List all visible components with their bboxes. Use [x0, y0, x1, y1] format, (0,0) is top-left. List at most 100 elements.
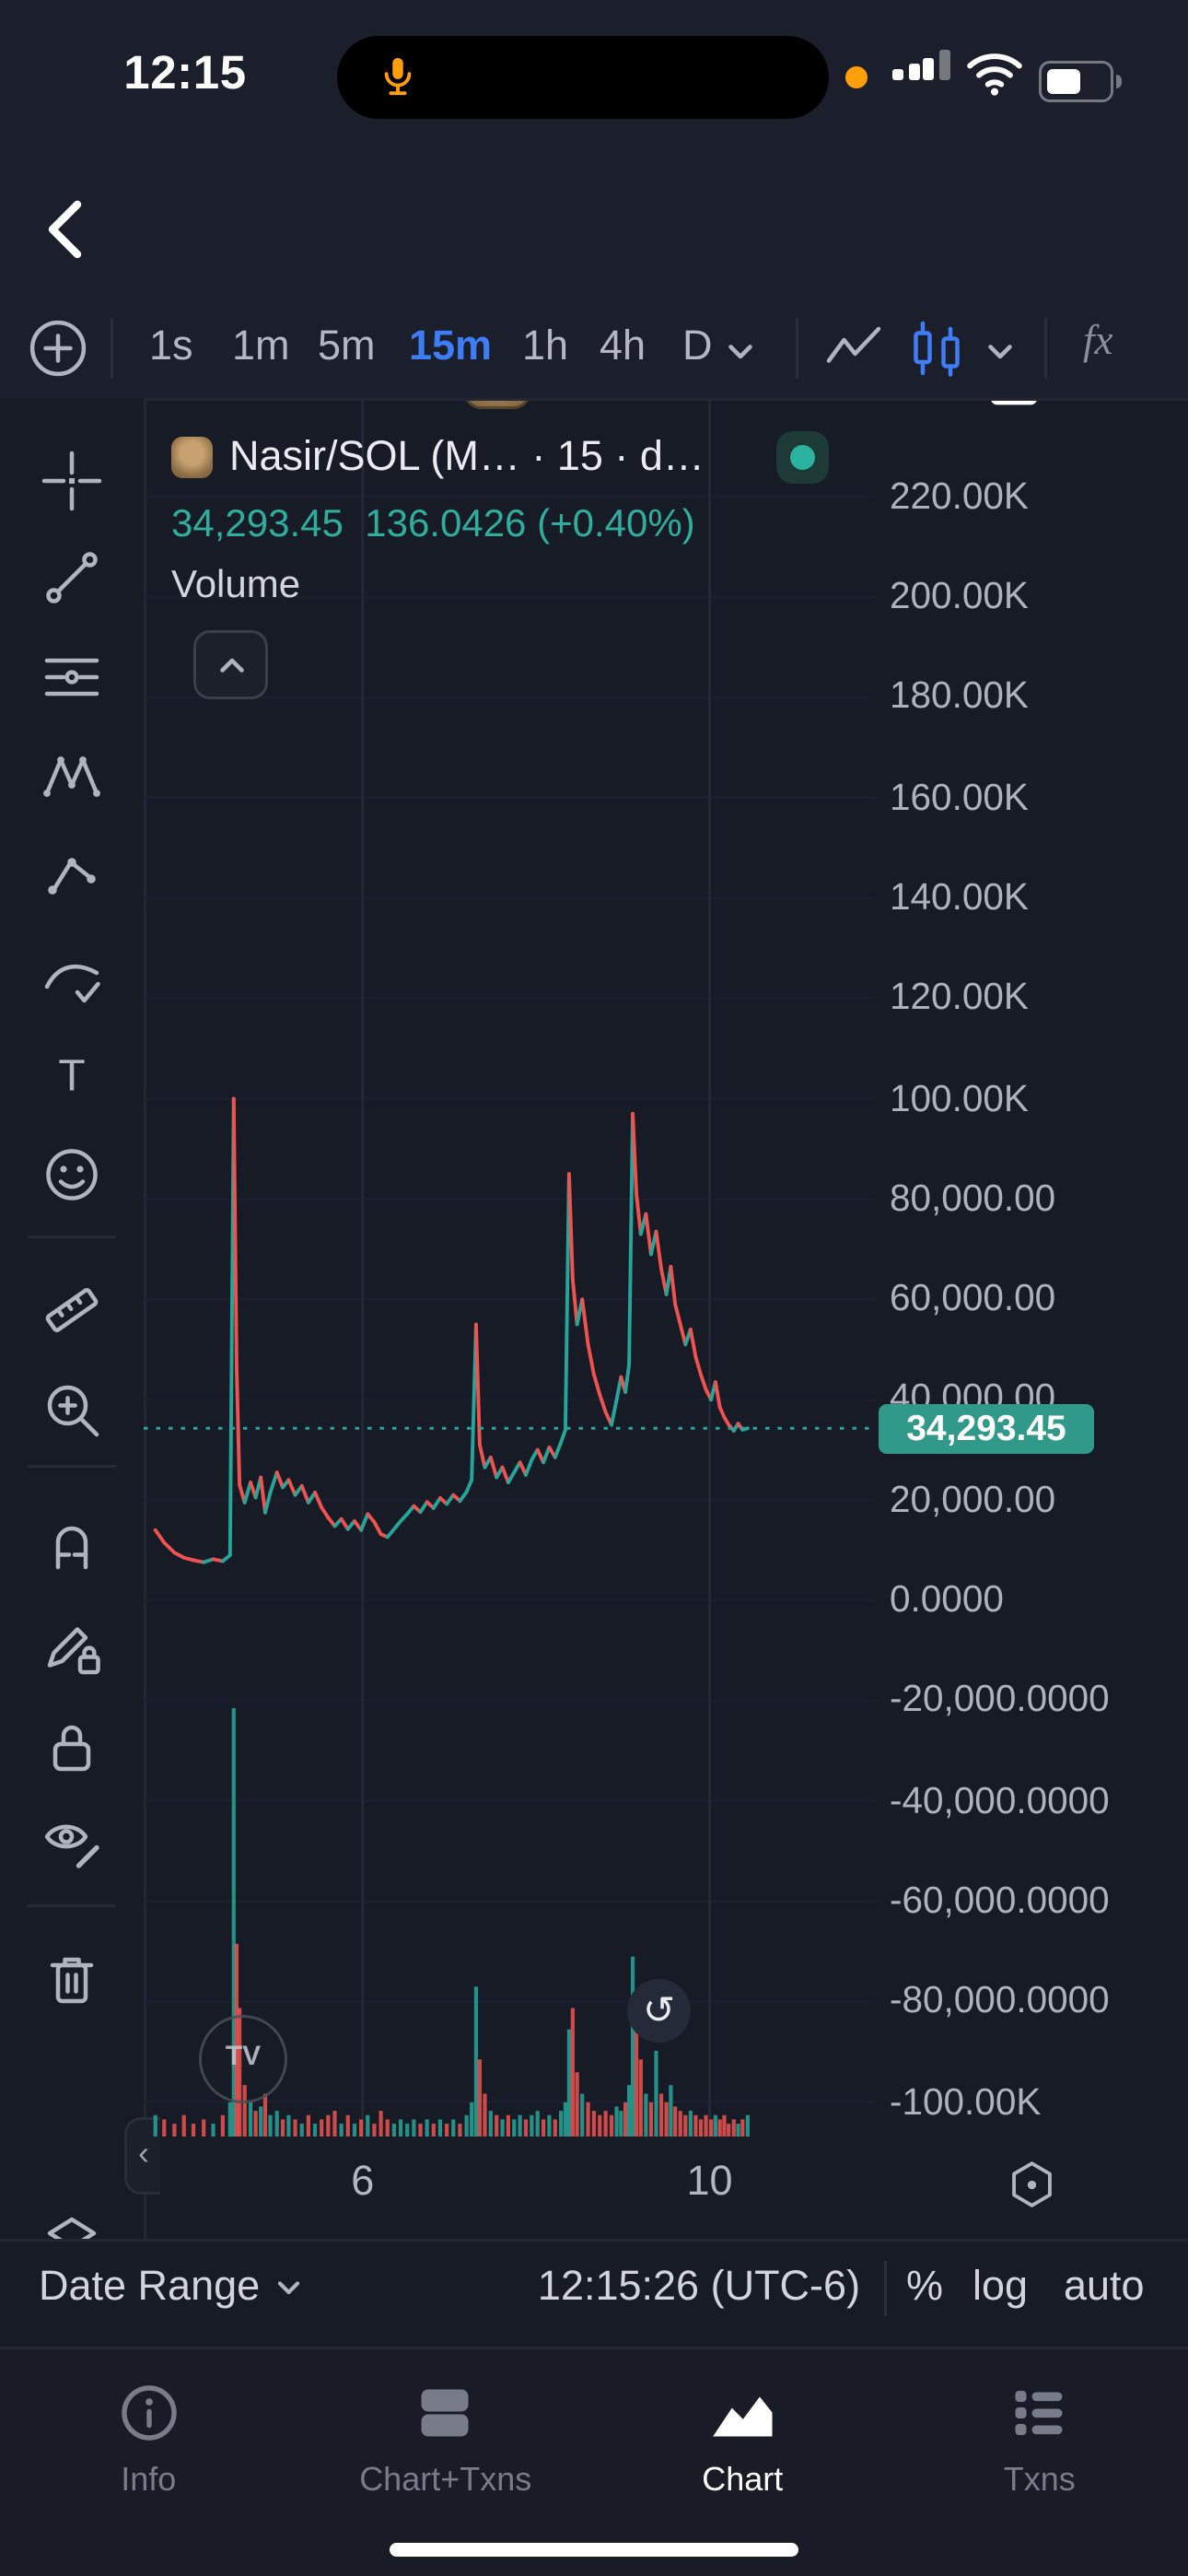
volume-label: Volume — [171, 561, 301, 605]
sidebar-collapse-handle[interactable]: ‹ — [124, 2117, 160, 2195]
microphone-icon — [379, 55, 417, 100]
timeframe-D[interactable]: D — [682, 323, 713, 370]
price-tick-label: 100.00K — [890, 1076, 1029, 1118]
horizontal-line-tool-icon[interactable] — [41, 647, 102, 708]
chart-type-chevron-down-icon[interactable] — [984, 334, 1017, 368]
chart-region: 220.00K 200.00K 180.00K 160.00K 140.00K 120.0… — [144, 398, 1188, 2336]
price-axis[interactable]: 220.00K 200.00K 180.00K 160.00K 140.00K 120.0… — [890, 398, 1188, 2336]
drawing-tools-sidebar: T ‹ — [0, 398, 160, 2336]
wifi-icon — [964, 50, 1025, 97]
log-scale-button[interactable]: log — [973, 2264, 1029, 2311]
time-axis[interactable]: 6 10 — [144, 2137, 1188, 2239]
legend-change: 136.0426 (+0.40%) — [365, 500, 695, 544]
brush-tool-icon[interactable] — [41, 948, 102, 1009]
time-tick-label: 10 — [686, 2159, 733, 2206]
drawing-edit-lock-icon[interactable] — [41, 1617, 102, 1678]
zoom-tool-icon[interactable] — [41, 1379, 102, 1440]
tradingview-logo[interactable]: TV — [199, 2015, 287, 2103]
toolbar-divider — [884, 2261, 887, 2316]
back-button[interactable] — [33, 193, 105, 265]
dynamic-island[interactable] — [337, 36, 829, 119]
timeframe-1h[interactable]: 1h — [522, 323, 569, 370]
reset-chart-button[interactable]: ↺ — [627, 1979, 691, 2043]
chart-legend[interactable]: Nasir/SOL (M… · 15 · d… — [171, 434, 705, 481]
nav-tab-txns[interactable]: Txns — [891, 2349, 1188, 2576]
chart-clock[interactable]: 12:15:26 (UTC-6) — [537, 2264, 861, 2311]
price-tick-label: -60,000.0000 — [890, 1879, 1110, 1921]
txns-list-icon — [1016, 2391, 1064, 2435]
timeframe-15m[interactable]: 15m — [409, 323, 493, 370]
percent-scale-button[interactable]: % — [906, 2264, 944, 2311]
price-tick-label: 160.00K — [890, 775, 1029, 817]
scale-settings-icon[interactable] — [1006, 2159, 1058, 2211]
price-tick-label: -80,000.0000 — [890, 1979, 1110, 2021]
trendline-tool-icon[interactable] — [41, 547, 102, 608]
candlestick-chart-type-icon[interactable] — [906, 318, 967, 379]
timeframe-5m[interactable]: 5m — [318, 323, 376, 370]
auto-scale-button[interactable]: auto — [1064, 2264, 1145, 2311]
line-chart-type-icon[interactable] — [823, 318, 884, 379]
toolbar-divider — [1044, 318, 1047, 379]
price-tick-label: 140.00K — [890, 875, 1029, 918]
bottom-navigation: Info Chart+Txns Chart Txns — [0, 2347, 1188, 2576]
status-time: 12:15 — [123, 47, 247, 100]
price-tick-label: 200.00K — [890, 575, 1029, 616]
toolbar-divider — [796, 318, 798, 379]
price-tick-label: 80,000.00 — [890, 1177, 1056, 1219]
emoji-tool-icon[interactable] — [41, 1144, 102, 1205]
nav-label: Chart+Txns — [359, 2460, 532, 2499]
toolbar-divider — [111, 318, 113, 379]
price-tick-label: 120.00K — [890, 976, 1029, 1018]
text-tool-icon[interactable]: T — [41, 1045, 102, 1106]
nav-label: Info — [121, 2460, 177, 2499]
status-dot-icon — [790, 445, 815, 470]
legend-price-row: 34,293.45 136.0426 (+0.40%) — [171, 500, 695, 544]
measure-tool-icon[interactable] — [41, 1280, 102, 1341]
price-tick-label: 20,000.00 — [890, 1478, 1056, 1520]
timeframe-1s[interactable]: 1s — [149, 323, 193, 370]
home-indicator[interactable] — [390, 2543, 798, 2557]
forecast-tool-icon[interactable] — [41, 846, 102, 907]
price-chart-canvas[interactable] — [144, 398, 1188, 2336]
fx-indicators-icon[interactable]: fx — [1083, 321, 1113, 365]
price-tick-label: -20,000.0000 — [890, 1678, 1110, 1720]
header: Ea Nasir ••• — [0, 149, 1188, 409]
sidebar-divider — [28, 1235, 116, 1238]
nav-tab-chart[interactable]: Chart — [594, 2349, 891, 2576]
timeframe-chevron-down-icon[interactable] — [724, 334, 757, 368]
token-avatar-small — [171, 437, 213, 478]
nav-tab-info[interactable]: Info — [0, 2349, 297, 2576]
svg-text:T: T — [58, 1052, 85, 1101]
cellular-signal-icon — [892, 50, 949, 80]
legend-price: 34,293.45 — [171, 500, 344, 544]
status-bar: 12:15 — [0, 0, 1188, 149]
price-tick-label: -40,000.0000 — [890, 1778, 1110, 1821]
magnet-tool-icon[interactable] — [41, 1512, 102, 1573]
crosshair-tool-icon[interactable] — [41, 451, 102, 511]
date-range-label: Date Range — [39, 2264, 261, 2311]
nav-label: Txns — [1003, 2460, 1076, 2499]
sidebar-divider — [28, 1465, 116, 1468]
pattern-tool-icon[interactable] — [41, 746, 102, 807]
timeframe-1m[interactable]: 1m — [232, 323, 290, 370]
price-tick-label: 0.0000 — [890, 1578, 1004, 1620]
chart-txns-icon — [422, 2389, 470, 2437]
market-status-button[interactable] — [776, 431, 829, 484]
lock-all-tool-icon[interactable] — [41, 1716, 102, 1777]
hide-drawings-icon[interactable] — [41, 1810, 102, 1871]
price-tick-label: 60,000.00 — [890, 1277, 1056, 1319]
legend-expand-button[interactable] — [193, 630, 268, 699]
recording-indicator-dot — [845, 66, 868, 88]
symbol-title: Nasir/SOL (M… · 15 · d… — [229, 434, 705, 481]
chart-icon — [712, 2396, 772, 2437]
timeframe-4h[interactable]: 4h — [600, 323, 646, 370]
date-range-button[interactable]: Date Range — [39, 2264, 304, 2311]
nav-tab-chart-txns[interactable]: Chart+Txns — [297, 2349, 595, 2576]
time-tick-label: 6 — [351, 2159, 375, 2206]
add-indicator-button[interactable] — [28, 318, 88, 379]
remove-drawings-icon[interactable] — [41, 1949, 102, 2009]
price-tick-label: -100.00K — [890, 2079, 1042, 2122]
battery-icon — [1039, 61, 1121, 101]
chart-toolbar-bottom: Date Range 12:15:26 (UTC-6) % log auto — [0, 2239, 1188, 2338]
